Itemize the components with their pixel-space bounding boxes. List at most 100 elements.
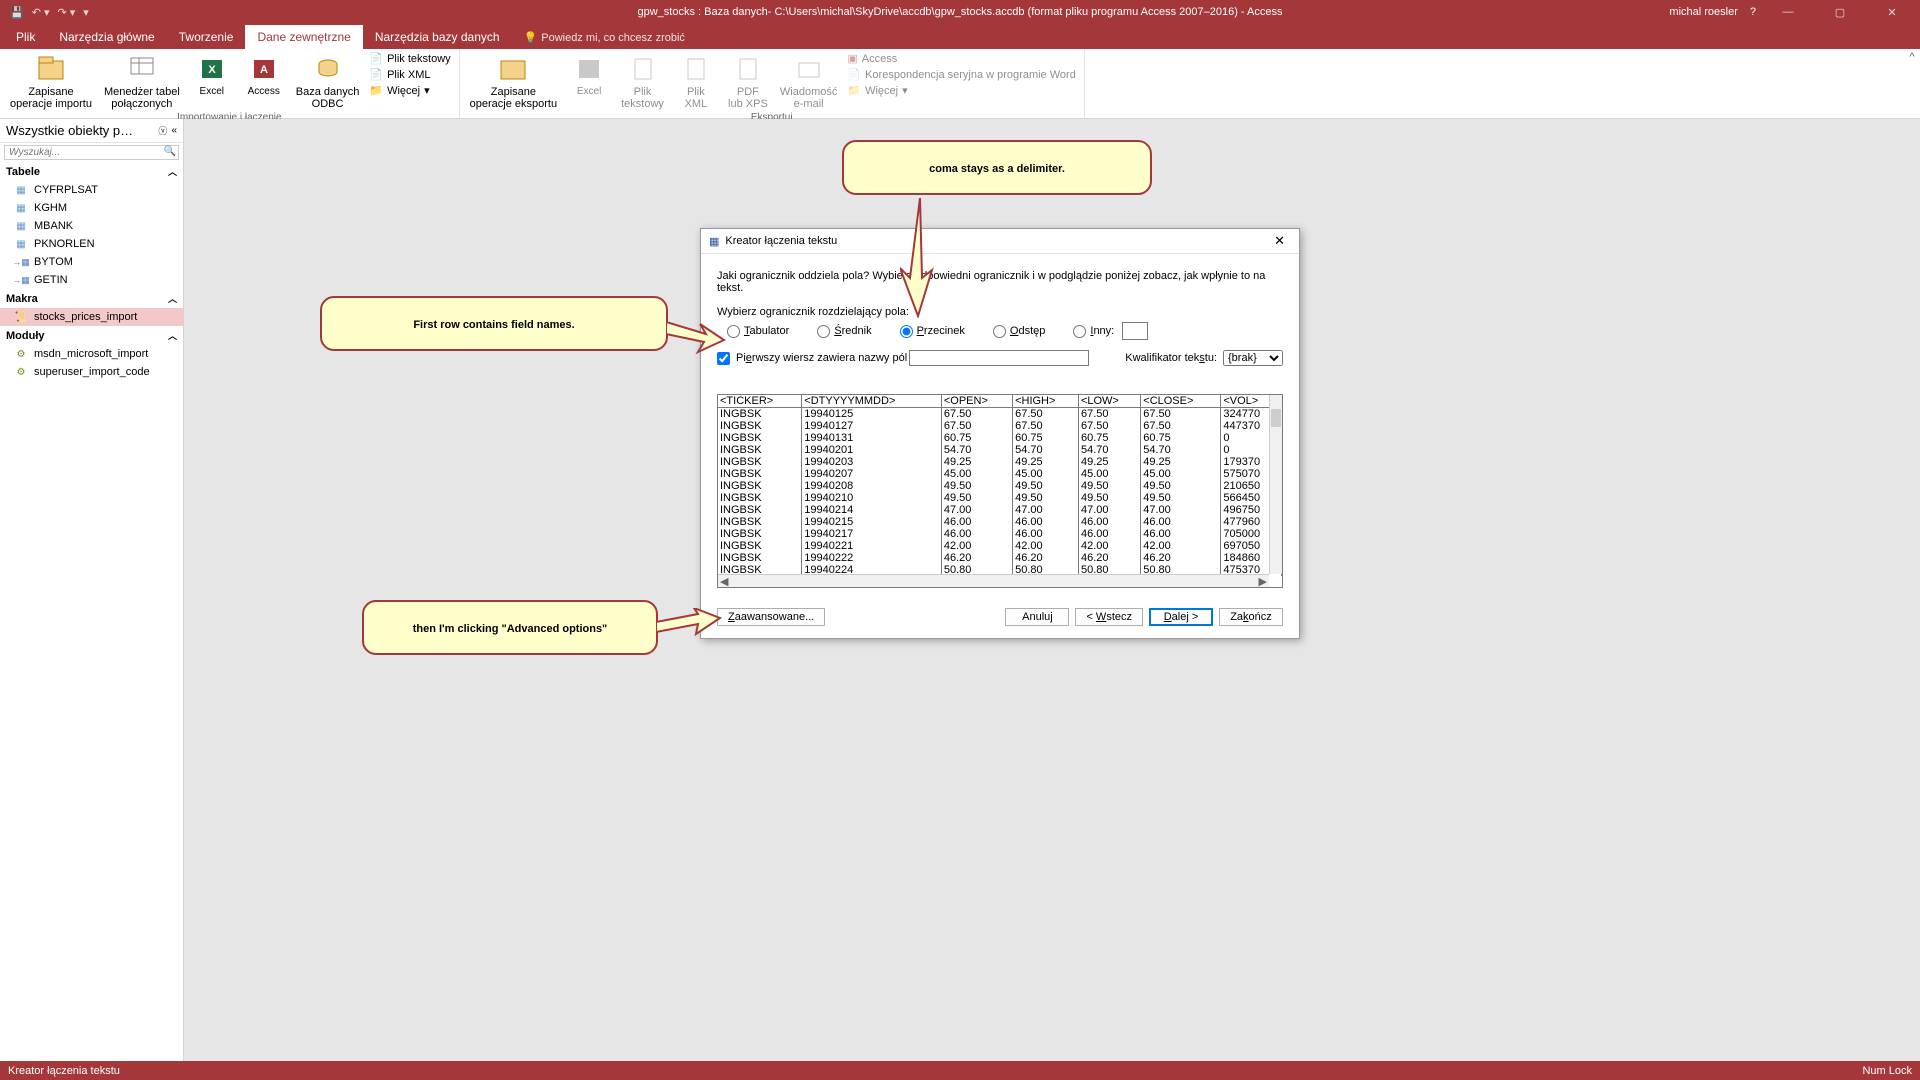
preview-cell: 67.50 — [1078, 408, 1140, 421]
nav-section-makra[interactable]: Makra︿ — [0, 289, 183, 308]
preview-horizontal-scrollbar[interactable]: ◀▶ — [718, 574, 1269, 587]
preview-cell: 19940214 — [802, 504, 942, 516]
user-name[interactable]: michal roesler — [1669, 6, 1737, 18]
nav-dropdown-icon[interactable]: ⓥ — [158, 124, 167, 137]
nav-macro-item[interactable]: 📜stocks_prices_import — [0, 308, 183, 326]
preview-vertical-scrollbar[interactable] — [1269, 395, 1282, 574]
export-text-label: Plik tekstowy — [621, 86, 664, 110]
help-icon[interactable]: ? — [1750, 6, 1756, 18]
linked-table-label: Menedżer tabel połączonych — [104, 86, 180, 110]
cancel-button[interactable]: Anuluj — [1005, 608, 1069, 626]
qat-customize-icon[interactable]: ▾ — [83, 6, 89, 19]
linked-table-mgr-button[interactable]: Menedżer tabel połączonych — [100, 51, 184, 112]
nav-section-moduly[interactable]: Moduły︿ — [0, 326, 183, 345]
export-more-button[interactable]: 📁Więcej ▾ — [845, 83, 1077, 98]
nav-table-item[interactable]: →▦GETIN — [0, 271, 183, 289]
text-qualifier-select[interactable]: {brak} — [1223, 350, 1283, 366]
back-button[interactable]: < Wstecz — [1075, 608, 1143, 626]
import-text-button[interactable]: 📄Plik tekstowy — [367, 51, 452, 66]
close-button[interactable]: ✕ — [1872, 0, 1912, 24]
import-access-button[interactable]: A Access — [240, 51, 288, 99]
finish-button[interactable]: Zakończ — [1219, 608, 1283, 626]
dialog-icon: ▦ — [709, 235, 719, 248]
window-title: gpw_stocks : Baza danych- C:\Users\micha… — [638, 6, 1283, 18]
tab-narzedzia-bazy[interactable]: Narzędzia bazy danych — [363, 25, 512, 49]
next-button[interactable]: Dalej > — [1149, 608, 1213, 626]
tell-me-search[interactable]: 💡 Powiedz mi, co chcesz zrobić — [512, 26, 697, 49]
delimiter-options: TTabulatorabulator Średnik Przecinek Ods… — [717, 322, 1283, 340]
nav-section-tabele[interactable]: Tabele︿ — [0, 162, 183, 181]
preview-cell: 47.00 — [941, 504, 1012, 516]
save-icon[interactable]: 💾 — [10, 6, 24, 19]
preview-cell: 46.20 — [941, 552, 1012, 564]
ribbon-collapse-button[interactable]: ^ — [1904, 49, 1920, 118]
nav-table-item[interactable]: ▦PKNORLEN — [0, 235, 183, 253]
search-icon[interactable]: 🔍 — [164, 146, 176, 157]
delimiter-comma-option[interactable]: Przecinek — [900, 325, 965, 338]
preview-cell: 46.20 — [1078, 552, 1140, 564]
export-pdf-button[interactable]: PDF lub XPS — [724, 51, 772, 112]
preview-cell: 19940207 — [802, 468, 942, 480]
undo-icon[interactable]: ↶ ▾ — [32, 6, 50, 19]
nav-search-input[interactable] — [4, 145, 179, 160]
preview-cell: 42.00 — [1013, 540, 1079, 552]
preview-cell: 49.25 — [1141, 456, 1221, 468]
tab-tworzenie[interactable]: Tworzenie — [167, 25, 246, 49]
linked-table-icon: →▦ — [14, 255, 28, 269]
preview-row: INGBSK1994020745.0045.0045.0045.00575070 — [718, 468, 1282, 480]
dialog-close-button[interactable]: ✕ — [1268, 233, 1291, 249]
saved-exports-button[interactable]: Zapisane operacje eksportu — [466, 51, 561, 112]
export-wordmerge-button[interactable]: 📄Korespondencja seryjna w programie Word — [845, 67, 1077, 82]
nav-item-label: CYFRPLSAT — [34, 184, 98, 196]
redo-icon[interactable]: ↷ ▾ — [58, 6, 76, 19]
delimiter-other-option[interactable]: Inny: — [1073, 322, 1148, 340]
nav-table-item[interactable]: ▦CYFRPLSAT — [0, 181, 183, 199]
tab-plik[interactable]: Plik — [4, 25, 47, 49]
nav-collapse-icon[interactable]: « — [171, 125, 177, 136]
delimiter-section-label: Wybierz ogranicznik rozdzielający pola: — [717, 306, 1283, 318]
preview-cell: 49.50 — [1078, 480, 1140, 492]
maximize-button[interactable]: ▢ — [1820, 0, 1860, 24]
preview-cell: 60.75 — [1013, 432, 1079, 444]
preview-cell: 54.70 — [1013, 444, 1079, 456]
export-xml-label: Plik XML — [685, 86, 708, 110]
advanced-button[interactable]: Zaawansowane... — [717, 608, 825, 626]
preview-cell: 42.00 — [941, 540, 1012, 552]
export-text-button[interactable]: Plik tekstowy — [617, 51, 668, 112]
preview-cell: 67.50 — [941, 420, 1012, 432]
first-row-box — [909, 350, 1089, 366]
nav-table-item[interactable]: →▦BYTOM — [0, 253, 183, 271]
import-excel-button[interactable]: X Excel — [188, 51, 236, 99]
delimiter-tab-option[interactable]: TTabulatorabulator — [727, 325, 789, 338]
tab-dane-zewnetrzne[interactable]: Dane zewnętrzne — [245, 25, 362, 49]
nav-module-item[interactable]: ⚙msdn_microsoft_import — [0, 345, 183, 363]
minimize-button[interactable]: — — [1768, 0, 1808, 24]
delimiter-semicolon-option[interactable]: Średnik — [817, 325, 871, 338]
preview-cell: 67.50 — [1013, 420, 1079, 432]
saved-exports-icon — [499, 55, 527, 83]
preview-cell: INGBSK — [718, 504, 802, 516]
saved-imports-button[interactable]: Zapisane operacje importu — [6, 51, 96, 112]
import-more-button[interactable]: 📁Więcej ▾ — [367, 83, 452, 98]
import-xml-button[interactable]: 📄Plik XML — [367, 67, 452, 82]
nav-module-item[interactable]: ⚙superuser_import_code — [0, 363, 183, 381]
tab-narzedzia-glowne[interactable]: Narzędzia główne — [47, 25, 166, 49]
import-odbc-button[interactable]: Baza danych ODBC — [292, 51, 364, 112]
preview-cell: 19940131 — [802, 432, 942, 444]
export-access-button[interactable]: ▣Access — [845, 51, 1077, 66]
pdf-export-icon — [736, 57, 760, 81]
export-more-icon: 📁 — [847, 84, 861, 97]
preview-cell: 46.00 — [941, 516, 1012, 528]
table-icon: ▦ — [14, 201, 28, 215]
export-excel-button[interactable]: Excel — [565, 51, 613, 99]
saved-imports-label: Zapisane operacje importu — [10, 86, 92, 110]
delimiter-other-input[interactable] — [1122, 322, 1148, 340]
export-pdf-label: PDF lub XPS — [728, 86, 768, 110]
nav-table-item[interactable]: ▦KGHM — [0, 199, 183, 217]
export-email-button[interactable]: Wiadomość e-mail — [776, 51, 841, 112]
access-icon: A — [252, 57, 276, 81]
export-xml-button[interactable]: Plik XML — [672, 51, 720, 112]
delimiter-space-option[interactable]: Odstęp — [993, 325, 1045, 338]
nav-table-item[interactable]: ▦MBANK — [0, 217, 183, 235]
nav-header[interactable]: Wszystkie obiekty p… ⓥ « — [0, 119, 183, 143]
